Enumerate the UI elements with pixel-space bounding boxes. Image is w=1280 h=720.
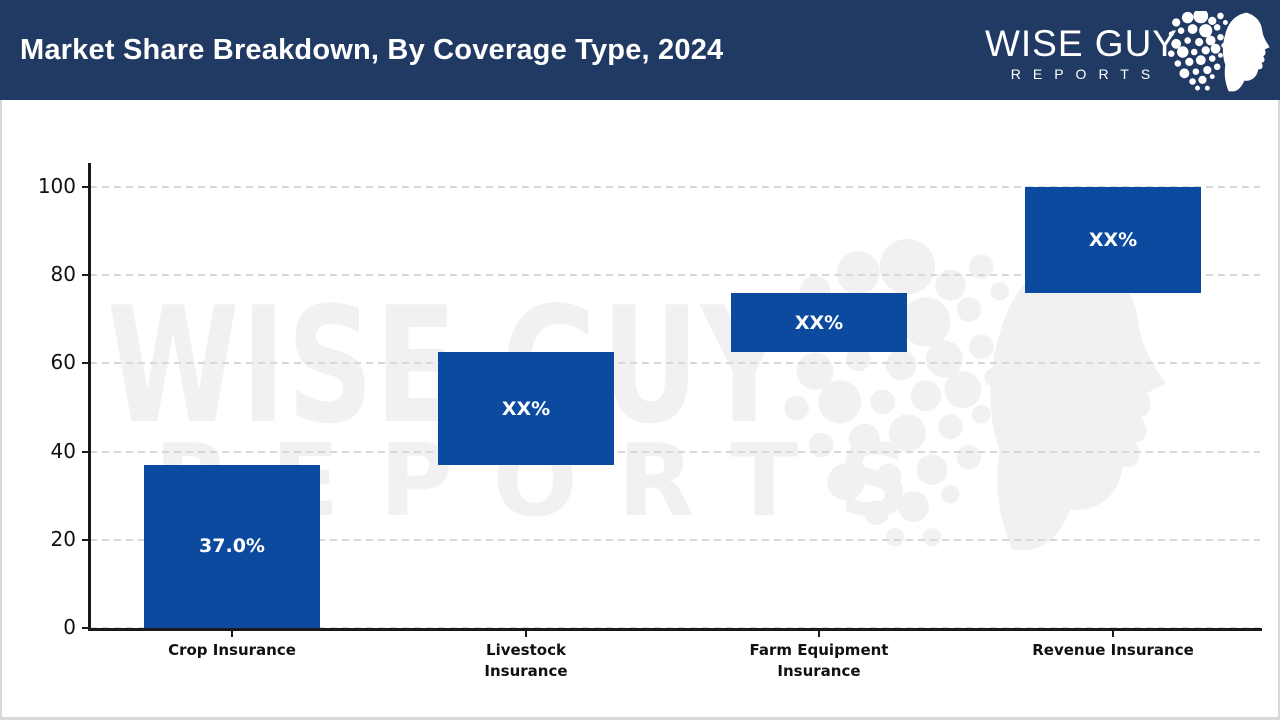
x-tick-label-line: Livestock	[486, 641, 566, 659]
bar-farm-equipment-insurance: XX%	[731, 292, 907, 353]
x-tick-label-line: Farm Equipment	[749, 641, 889, 659]
chart-canvas: WISE GUY REPORTS 0 20 40 60 80 100 37.0% XX% XX%…	[0, 100, 1280, 720]
y-tick-label-40: 40	[50, 438, 76, 463]
x-tick-crop-insurance	[231, 630, 233, 637]
x-tick-label-line: Crop Insurance	[168, 641, 296, 659]
gridline-100	[90, 186, 1260, 188]
bar-crop-insurance: 37.0%	[144, 464, 320, 628]
x-tick-label-crop-insurance: Crop Insurance	[82, 640, 382, 661]
bar-revenue-insurance: XX%	[1025, 187, 1201, 293]
header-bar: Market Share Breakdown, By Coverage Type…	[0, 0, 1280, 100]
bar-value-label: XX%	[1088, 228, 1138, 251]
dotted-face-profile-icon	[1164, 11, 1272, 93]
gridline-60	[90, 362, 1260, 365]
x-tick-farm-equipment-insurance	[818, 630, 820, 637]
y-axis-spine	[88, 163, 91, 631]
bar-livestock-insurance: XX%	[438, 352, 614, 465]
x-tick-label-farm-equipment-insurance: Farm Equipment Insurance	[669, 640, 969, 682]
gridline-80	[90, 274, 1260, 277]
bar-value-label: XX%	[794, 311, 844, 334]
gridline-20	[90, 538, 1260, 541]
gridline-40	[90, 450, 1260, 453]
x-axis-spine	[88, 628, 1262, 631]
logo-subtitle: REPORTS	[1010, 65, 1163, 82]
bar-value-label: XX%	[501, 397, 551, 420]
logo-text: WISE GUY REPORTS	[985, 23, 1178, 82]
x-tick-label-revenue-insurance: Revenue Insurance	[963, 640, 1263, 661]
wise-guy-reports-logo: WISE GUY REPORTS	[985, 8, 1272, 96]
y-tick-label-100: 100	[37, 174, 76, 198]
y-tick-label-60: 60	[50, 350, 76, 375]
x-tick-label-line: Revenue Insurance	[1032, 641, 1194, 659]
x-tick-livestock-insurance	[525, 630, 527, 637]
page-title: Market Share Breakdown, By Coverage Type…	[20, 33, 724, 66]
y-tick-label-0: 0	[63, 615, 76, 639]
x-tick-label-line: Insurance	[484, 662, 568, 680]
y-tick-0	[82, 627, 90, 629]
y-tick-100	[82, 186, 90, 188]
y-tick-60	[82, 362, 90, 365]
y-tick-label-20: 20	[50, 526, 76, 551]
logo-name: WISE GUY	[984, 22, 1178, 64]
x-tick-label-livestock-insurance: Livestock Insurance	[376, 640, 676, 682]
y-tick-40	[82, 450, 90, 453]
y-tick-label-80: 80	[50, 262, 76, 287]
bar-value-label: 37.0%	[199, 535, 265, 558]
x-tick-revenue-insurance	[1112, 630, 1114, 637]
y-tick-80	[82, 274, 90, 277]
y-tick-20	[82, 538, 90, 541]
x-tick-label-line: Insurance	[777, 662, 861, 680]
